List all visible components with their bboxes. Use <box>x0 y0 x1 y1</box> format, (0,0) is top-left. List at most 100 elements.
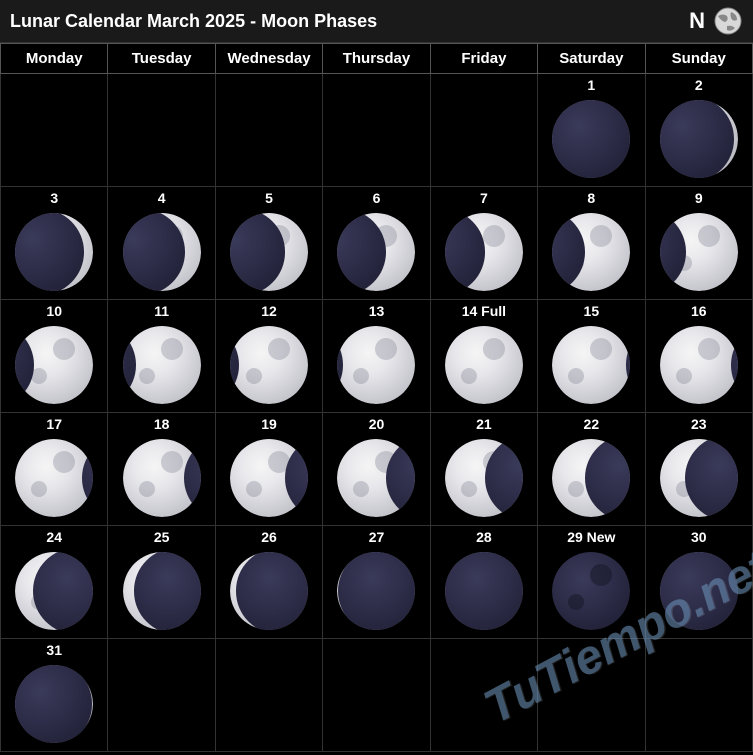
calendar-row: 17181920212223 <box>1 413 753 526</box>
weekday-header: Monday <box>1 44 108 74</box>
moon-phase-icon <box>660 326 738 404</box>
day-cell: 25 <box>108 526 215 639</box>
day-number: 3 <box>1 187 107 208</box>
day-number: 1 <box>538 74 644 95</box>
day-number: 10 <box>1 300 107 321</box>
day-number: 25 <box>108 526 214 547</box>
day-number: 22 <box>538 413 644 434</box>
day-number: 27 <box>323 526 429 547</box>
moon-phase-icon <box>552 213 630 291</box>
moon-phase-icon <box>552 439 630 517</box>
empty-cell <box>538 639 645 752</box>
weekday-header: Friday <box>430 44 537 74</box>
day-cell: 28 <box>430 526 537 639</box>
day-cell: 14 Full <box>430 300 537 413</box>
day-cell: 13 <box>323 300 430 413</box>
moon-phase-icon <box>445 213 523 291</box>
calendar-row: 1011121314 Full1516 <box>1 300 753 413</box>
header: Lunar Calendar March 2025 - Moon Phases … <box>0 0 753 43</box>
calendar-grid: MondayTuesdayWednesdayThursdayFridaySatu… <box>0 43 753 752</box>
day-cell: 1 <box>538 74 645 187</box>
header-right: N <box>689 6 743 36</box>
day-cell: 24 <box>1 526 108 639</box>
day-number: 18 <box>108 413 214 434</box>
weekday-header: Thursday <box>323 44 430 74</box>
moon-phase-icon <box>230 552 308 630</box>
day-cell: 26 <box>215 526 322 639</box>
day-number: 5 <box>216 187 322 208</box>
moon-phase-icon <box>15 552 93 630</box>
day-cell: 31 <box>1 639 108 752</box>
moon-phase-icon <box>15 665 93 743</box>
calendar-row: 3456789 <box>1 187 753 300</box>
day-number: 9 <box>646 187 752 208</box>
moon-phase-icon <box>660 100 738 178</box>
day-cell: 8 <box>538 187 645 300</box>
day-number: 19 <box>216 413 322 434</box>
moon-phase-icon <box>445 552 523 630</box>
moon-phase-icon <box>445 439 523 517</box>
day-number: 23 <box>646 413 752 434</box>
day-cell: 18 <box>108 413 215 526</box>
day-number: 11 <box>108 300 214 321</box>
day-cell: 29 New <box>538 526 645 639</box>
empty-cell <box>108 74 215 187</box>
page-title: Lunar Calendar March 2025 - Moon Phases <box>10 11 377 32</box>
weekday-header: Sunday <box>645 44 752 74</box>
day-cell: 21 <box>430 413 537 526</box>
day-cell: 15 <box>538 300 645 413</box>
day-number: 24 <box>1 526 107 547</box>
day-number: 7 <box>431 187 537 208</box>
day-number: 8 <box>538 187 644 208</box>
day-cell: 6 <box>323 187 430 300</box>
moon-phase-icon <box>337 326 415 404</box>
day-number: 6 <box>323 187 429 208</box>
day-cell: 9 <box>645 187 752 300</box>
empty-cell <box>645 639 752 752</box>
weekday-header-row: MondayTuesdayWednesdayThursdayFridaySatu… <box>1 44 753 74</box>
empty-cell <box>323 639 430 752</box>
day-cell: 12 <box>215 300 322 413</box>
day-cell: 5 <box>215 187 322 300</box>
day-number: 30 <box>646 526 752 547</box>
empty-cell <box>215 639 322 752</box>
moon-phase-icon <box>230 439 308 517</box>
moon-phase-icon <box>337 213 415 291</box>
moon-phase-icon <box>660 213 738 291</box>
day-cell: 10 <box>1 300 108 413</box>
empty-cell <box>323 74 430 187</box>
day-number: 26 <box>216 526 322 547</box>
moon-phase-icon <box>123 213 201 291</box>
empty-cell <box>430 639 537 752</box>
day-number: 29 New <box>538 526 644 547</box>
day-cell: 17 <box>1 413 108 526</box>
moon-phase-icon <box>337 439 415 517</box>
day-cell: 30 <box>645 526 752 639</box>
weekday-header: Wednesday <box>215 44 322 74</box>
day-number: 15 <box>538 300 644 321</box>
day-number: 17 <box>1 413 107 434</box>
empty-cell <box>1 74 108 187</box>
moon-phase-icon <box>123 552 201 630</box>
moon-phase-icon <box>230 326 308 404</box>
weekday-header: Saturday <box>538 44 645 74</box>
moon-phase-icon <box>660 439 738 517</box>
day-cell: 4 <box>108 187 215 300</box>
moon-phase-icon <box>660 552 738 630</box>
empty-cell <box>430 74 537 187</box>
globe-icon <box>713 6 743 36</box>
day-number: 31 <box>1 639 107 660</box>
day-number: 20 <box>323 413 429 434</box>
day-cell: 22 <box>538 413 645 526</box>
empty-cell <box>215 74 322 187</box>
day-number: 2 <box>646 74 752 95</box>
moon-phase-icon <box>123 439 201 517</box>
moon-phase-icon <box>15 326 93 404</box>
day-cell: 27 <box>323 526 430 639</box>
day-number: 14 Full <box>431 300 537 321</box>
moon-phase-icon <box>15 439 93 517</box>
calendar-row: 242526272829 New30 <box>1 526 753 639</box>
calendar-row: 12 <box>1 74 753 187</box>
hemisphere-label: N <box>689 8 705 34</box>
weekday-header: Tuesday <box>108 44 215 74</box>
